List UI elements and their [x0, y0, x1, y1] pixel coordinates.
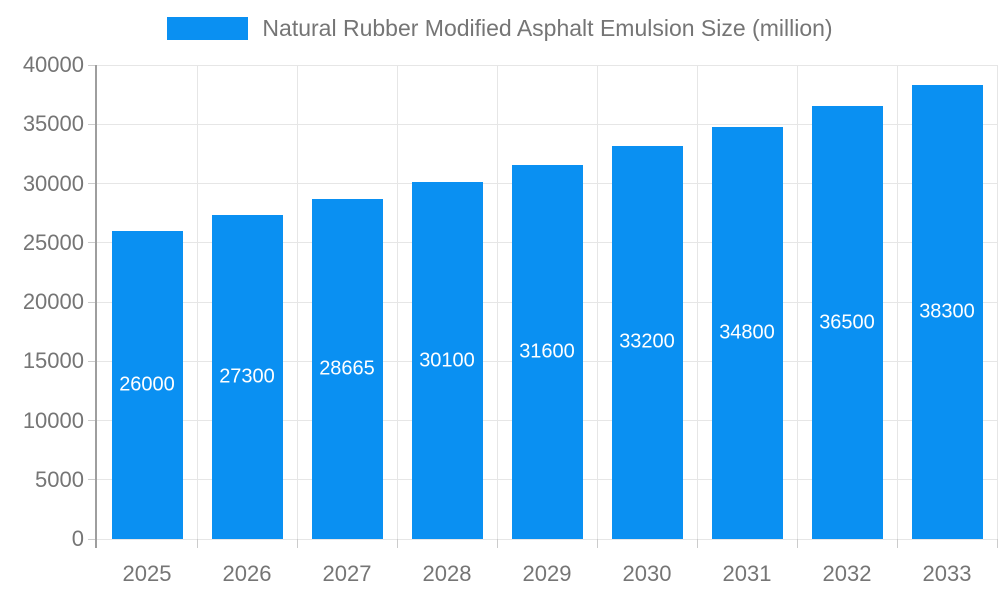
y-axis-line: [95, 65, 97, 548]
bar[interactable]: [911, 85, 983, 539]
y-axis-tick: [88, 242, 97, 244]
v-gridline: [196, 65, 198, 539]
y-axis-tick: [88, 301, 97, 303]
legend[interactable]: Natural Rubber Modified Asphalt Emulsion…: [0, 15, 1000, 41]
bar[interactable]: [311, 199, 383, 539]
x-axis-tick: [196, 539, 198, 548]
y-axis-tick: [88, 479, 97, 481]
v-gridline: [296, 65, 298, 539]
h-gridline: [97, 538, 997, 540]
bar-value-label: 30100: [419, 349, 475, 372]
bar-value-label: 31600: [519, 340, 575, 363]
v-gridline: [696, 65, 698, 539]
x-axis-tick: [996, 539, 998, 548]
y-tick-label: 25000: [22, 229, 84, 255]
legend-swatch: [167, 17, 249, 41]
x-tick-label: 2027: [322, 561, 372, 586]
h-gridline: [97, 123, 997, 125]
x-axis-tick: [696, 539, 698, 548]
x-axis-tick: [796, 539, 798, 548]
y-axis-tick: [88, 183, 97, 184]
v-gridline: [596, 65, 598, 539]
y-tick-label: 40000: [22, 52, 84, 77]
y-tick-label: 20000: [22, 289, 84, 314]
v-gridline: [796, 65, 798, 539]
bar-value-label: 27300: [219, 365, 275, 388]
x-tick-label: 2031: [722, 561, 772, 586]
y-axis-tick: [88, 123, 97, 125]
bar-value-label: 26000: [119, 373, 175, 396]
x-axis-tick: [496, 539, 498, 548]
v-gridline: [396, 65, 398, 539]
x-tick-label: 2032: [822, 561, 872, 586]
bar-value-label: 28665: [319, 357, 375, 380]
h-gridline: [97, 64, 997, 66]
x-axis-tick: [896, 539, 898, 548]
bar[interactable]: [211, 215, 283, 539]
y-axis-tick: [88, 64, 97, 66]
y-axis-tick: [88, 420, 97, 421]
v-gridline: [496, 65, 498, 539]
x-tick-label: 2028: [422, 561, 472, 586]
bar[interactable]: [111, 230, 183, 539]
bar-value-label: 33200: [619, 330, 675, 353]
x-tick-label: 2026: [222, 561, 272, 586]
bar[interactable]: [411, 182, 483, 539]
v-gridline: [896, 65, 898, 539]
legend-label: Natural Rubber Modified Asphalt Emulsion…: [262, 15, 833, 41]
x-tick-label: 2033: [922, 561, 972, 586]
bar[interactable]: [511, 164, 583, 539]
x-tick-label: 2029: [522, 561, 572, 586]
bar-value-label: 36500: [819, 311, 875, 334]
bar-value-label: 34800: [719, 321, 775, 344]
y-tick-label: 5000: [35, 466, 84, 492]
y-axis-tick: [88, 360, 97, 362]
bar-value-label: 38300: [919, 300, 975, 323]
x-tick-label: 2030: [622, 561, 672, 586]
bar[interactable]: [711, 126, 783, 539]
y-tick-label: 15000: [22, 348, 84, 374]
y-tick-label: 30000: [22, 170, 84, 196]
y-axis-tick: [88, 538, 97, 540]
x-axis-tick: [396, 539, 398, 548]
bar[interactable]: [611, 145, 683, 539]
y-tick-label: 35000: [22, 111, 84, 137]
y-tick-label: 0: [71, 526, 84, 551]
v-gridline: [996, 65, 998, 539]
bar[interactable]: [811, 106, 883, 539]
x-axis-tick: [296, 539, 298, 548]
x-tick-label: 2025: [122, 561, 172, 586]
x-axis-tick: [596, 539, 598, 548]
y-tick-label: 10000: [22, 407, 84, 433]
